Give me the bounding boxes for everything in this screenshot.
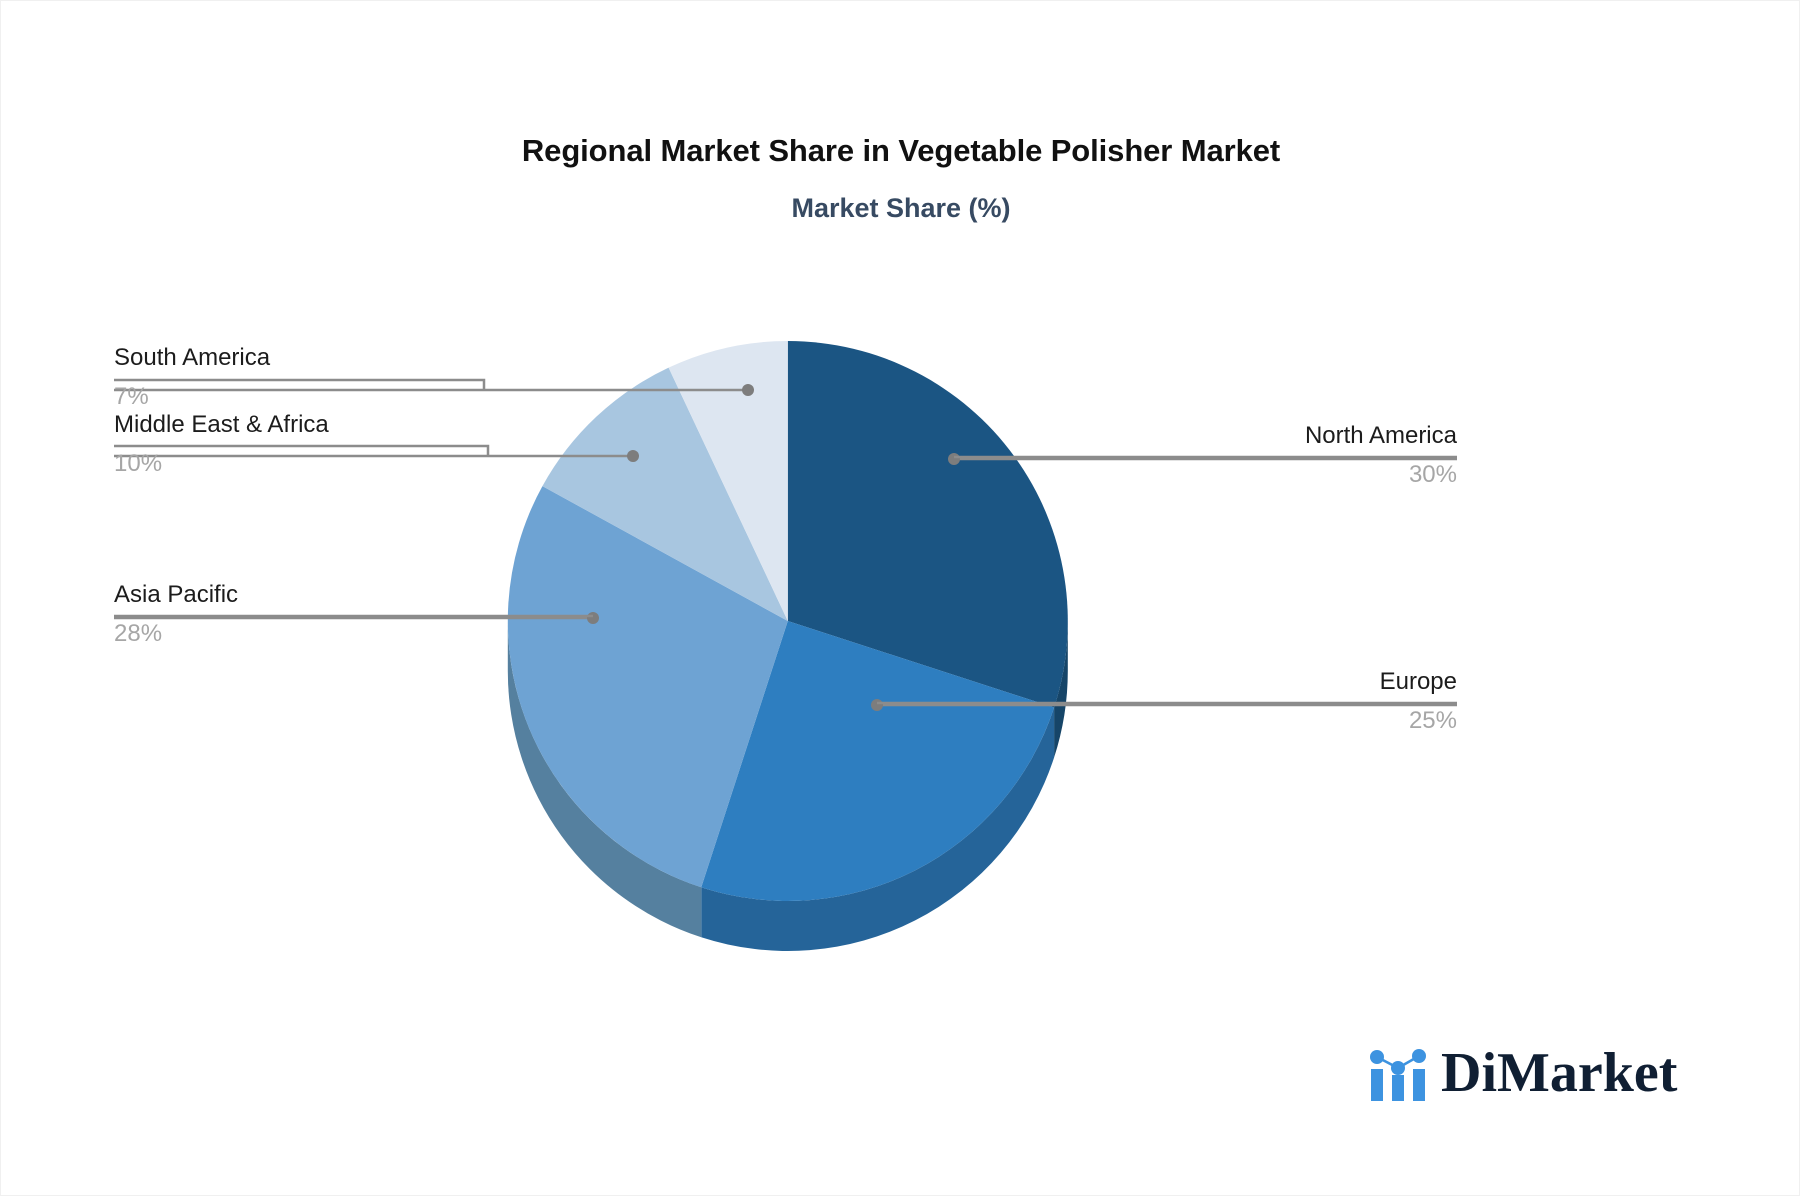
page-title: Regional Market Share in Vegetable Polis… [521, 133, 1281, 168]
callout-value-asia-pacific: 28% [114, 620, 163, 647]
slice-north-america[interactable] [787, 341, 1068, 708]
callout-value-south-america: 7% [114, 383, 149, 410]
callout-value-north-america: 30% [1408, 461, 1457, 488]
callout-europe: Europe 25% [1057, 667, 1457, 737]
underline-south-america [114, 378, 486, 390]
callout-category-europe: Europe [1379, 668, 1457, 695]
pie-3d-side-walls [507, 621, 1068, 951]
slice-europe[interactable] [701, 621, 1055, 901]
slice-south-america[interactable] [668, 341, 788, 621]
callout-south-america: South America 7% [114, 343, 514, 413]
underline-middle-east-africa [114, 444, 490, 456]
callout-category-asia-pacific: Asia Pacific [114, 581, 239, 608]
leader-dot-europe [871, 699, 883, 711]
pie-slices [507, 341, 1068, 901]
brand-logo: DiMarket [1369, 1037, 1677, 1109]
chart-subtitle: Market Share (%) [791, 193, 1011, 223]
callout-middle-east-africa: Middle East & Africa 10% [114, 410, 514, 480]
leader-lines [114, 384, 1457, 711]
logo-wordmark: DiMarket [1441, 1042, 1678, 1104]
leader-dot-middle-east-africa [627, 450, 639, 462]
label-underlines [114, 378, 1457, 705]
callout-category-north-america: North America [1304, 422, 1457, 449]
leader-dot-south-america [742, 384, 754, 396]
leader-dot-asia-pacific [587, 612, 599, 624]
slice-asia-pacific[interactable] [507, 486, 788, 888]
callout-value-europe: 25% [1408, 707, 1457, 734]
callout-value-middle-east-africa: 10% [114, 450, 163, 477]
slice-middle-east-africa[interactable] [542, 367, 788, 621]
callout-asia-pacific: Asia Pacific 28% [114, 580, 514, 650]
bar-chart-icon [1370, 1049, 1426, 1101]
callout-category-middle-east-africa: Middle East & Africa [114, 411, 329, 438]
slice-side-asia-pacific [507, 621, 702, 938]
slice-side-europe [701, 707, 1055, 951]
leader-dot-north-america [948, 453, 960, 465]
slice-side-north-america [1054, 621, 1068, 758]
callout-category-south-america: South America [114, 344, 271, 371]
callout-north-america: North America 30% [1057, 421, 1457, 491]
